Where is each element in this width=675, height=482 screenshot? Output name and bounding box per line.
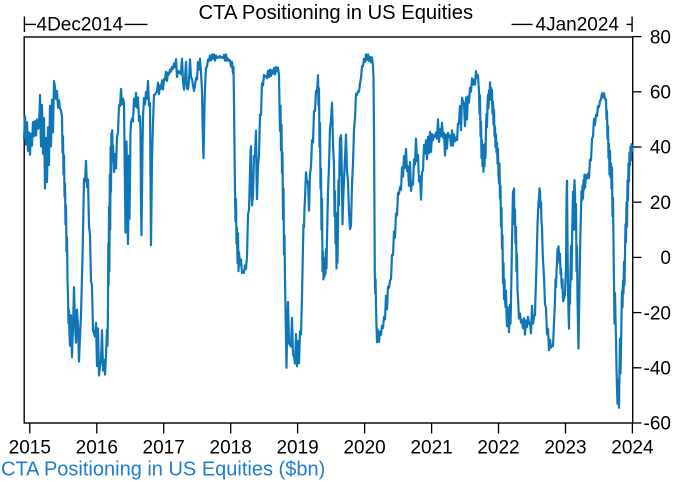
svg-text:80: 80 bbox=[650, 27, 671, 48]
svg-text:2017: 2017 bbox=[143, 438, 185, 459]
svg-text:-40: -40 bbox=[644, 359, 671, 380]
svg-text:2018: 2018 bbox=[210, 438, 252, 459]
svg-text:60: 60 bbox=[650, 83, 671, 104]
svg-text:2024: 2024 bbox=[611, 438, 654, 459]
svg-text:40: 40 bbox=[650, 138, 671, 159]
svg-text:4Dec2014: 4Dec2014 bbox=[37, 14, 124, 35]
svg-text:2016: 2016 bbox=[76, 438, 118, 459]
svg-text:2022: 2022 bbox=[477, 438, 519, 459]
svg-text:2023: 2023 bbox=[544, 438, 586, 459]
svg-text:-20: -20 bbox=[644, 303, 671, 324]
svg-text:2015: 2015 bbox=[9, 438, 51, 459]
svg-text:CTA Positioning in US Equities: CTA Positioning in US Equities ($bn) bbox=[1, 459, 325, 481]
svg-text:0: 0 bbox=[660, 248, 671, 269]
svg-text:CTA Positioning in US Equities: CTA Positioning in US Equities bbox=[199, 2, 474, 24]
svg-text:20: 20 bbox=[650, 193, 671, 214]
svg-text:4Jan2024: 4Jan2024 bbox=[536, 14, 620, 35]
svg-text:2019: 2019 bbox=[276, 438, 318, 459]
svg-text:2020: 2020 bbox=[343, 438, 385, 459]
svg-text:2021: 2021 bbox=[410, 438, 452, 459]
svg-text:-60: -60 bbox=[644, 414, 671, 435]
